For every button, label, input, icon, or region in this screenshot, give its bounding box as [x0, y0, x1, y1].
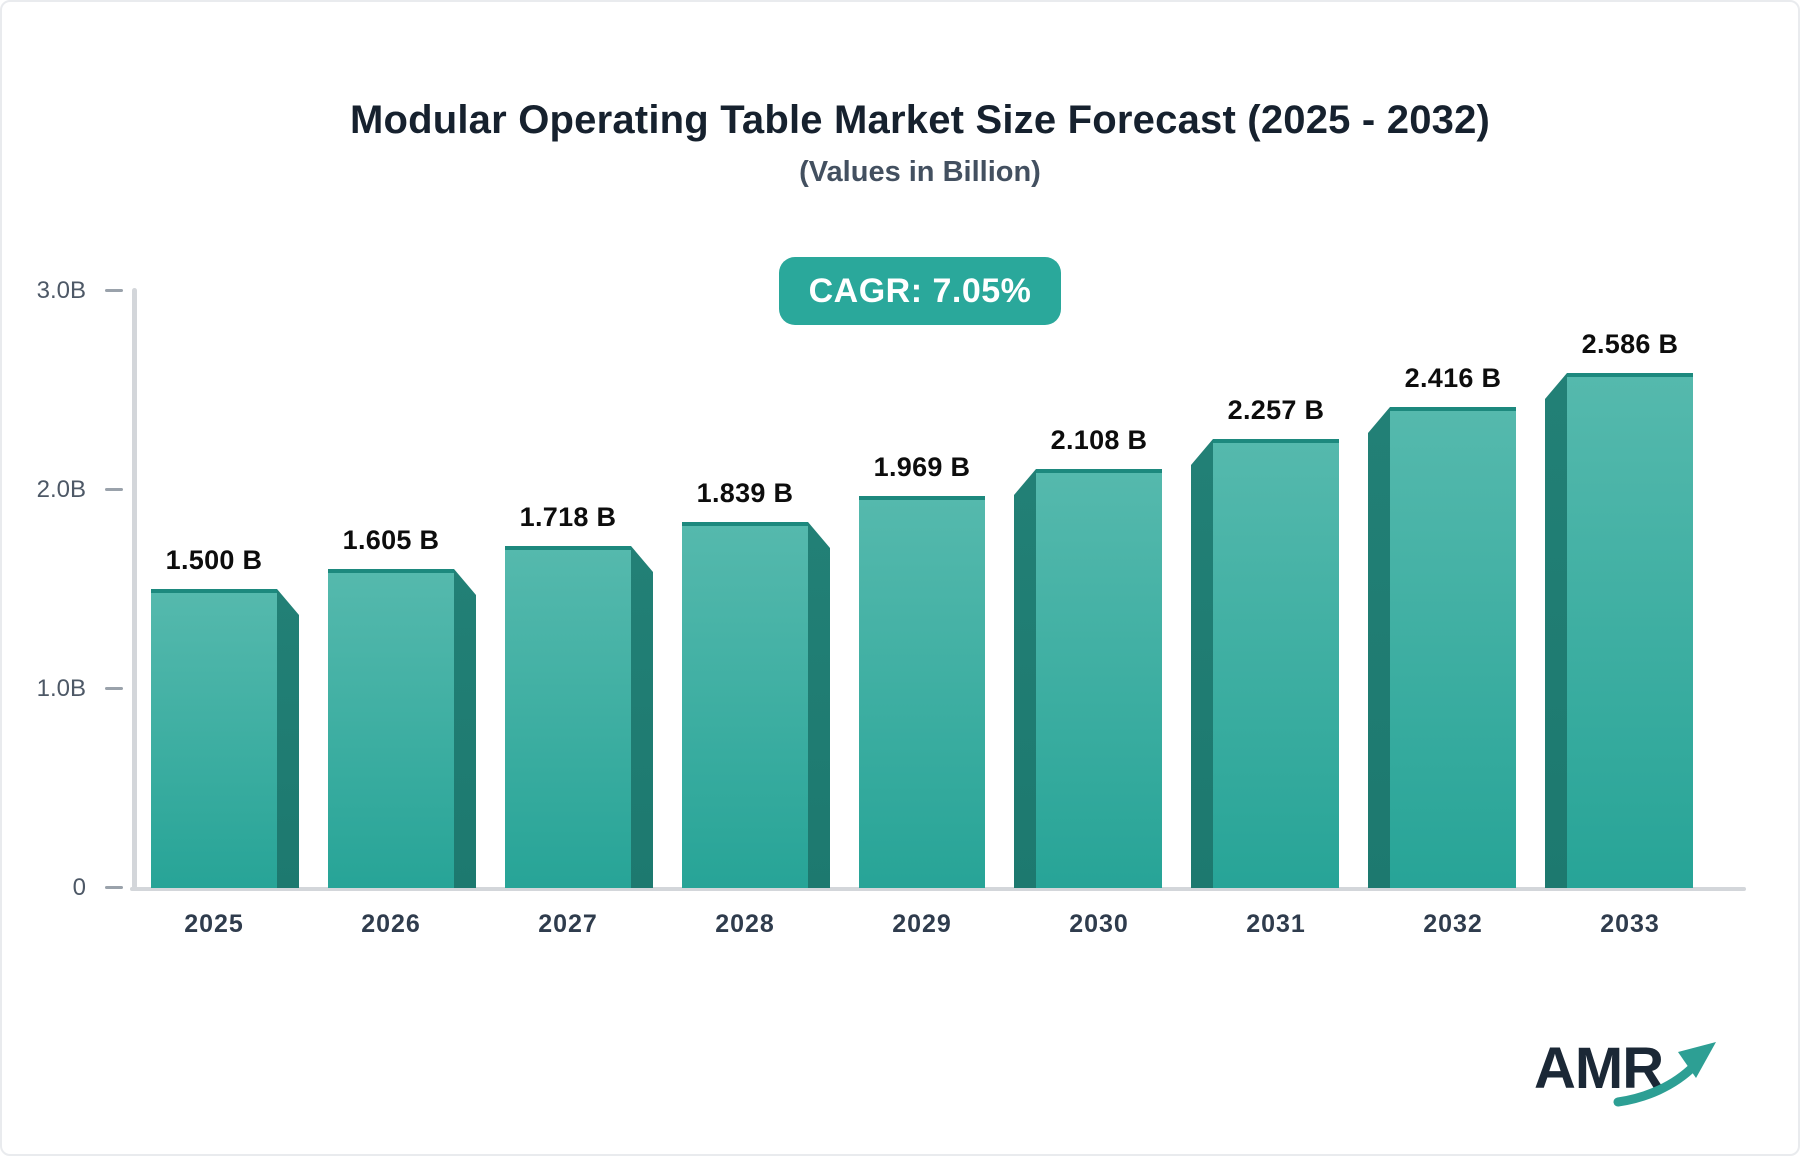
y-axis-line	[132, 288, 137, 889]
chart-subtitle: (Values in Billion)	[799, 156, 1041, 188]
bar-value-label-2033: 2.586 B	[1581, 329, 1679, 359]
y-tick-label-2.0B: 2.0B	[36, 476, 86, 503]
logo-growth-arrow-icon	[1613, 1042, 1716, 1107]
y-tick-mark-1.0B	[105, 687, 123, 690]
cagr-badge: CAGR: 7.05%	[778, 257, 1062, 325]
bar-2026	[328, 569, 454, 888]
y-tick-label-1.0B: 1.0B	[36, 675, 86, 702]
cagr-badge-row: CAGR: 7.05%	[42, 257, 1798, 325]
bar-value-label-2027: 1.718 B	[519, 502, 617, 532]
amr-logo: AMR	[1534, 1038, 1774, 1128]
bar-value-label-2031: 2.257 B	[1227, 395, 1325, 425]
y-tick-mark-0	[105, 886, 123, 889]
bar-2027	[505, 546, 631, 888]
bar-side-2025	[277, 589, 299, 888]
bar-value-label-2032: 2.416 B	[1404, 363, 1502, 393]
x-axis-label-2029: 2029	[892, 910, 952, 938]
amr-logo-text: AMR	[1534, 1036, 1664, 1101]
bar-side-2028	[808, 522, 830, 888]
x-axis-label-2026: 2026	[361, 910, 421, 938]
x-axis-label-2030: 2030	[1069, 910, 1129, 938]
bar-side-2031	[1191, 439, 1213, 888]
bar-side-2027	[631, 546, 653, 888]
bar-2033	[1567, 373, 1693, 888]
bar-value-label-2030: 2.108 B	[1050, 425, 1148, 455]
x-axis-label-2033: 2033	[1600, 910, 1660, 938]
y-tick-mark-3.0B	[105, 289, 123, 292]
x-axis-label-2032: 2032	[1423, 910, 1483, 938]
bar-2030	[1036, 469, 1162, 888]
bar-value-label-2029: 1.969 B	[873, 452, 971, 482]
chart-title: Modular Operating Table Market Size Fore…	[349, 98, 1491, 142]
y-tick-label-3.0B: 3.0B	[36, 277, 86, 304]
bar-value-label-2025: 1.500 B	[165, 545, 263, 575]
bar-side-2033	[1545, 373, 1567, 888]
y-tick-label-0: 0	[72, 874, 86, 901]
bar-2029	[859, 496, 985, 888]
bar-value-label-2028: 1.839 B	[696, 478, 794, 508]
bar-side-2030	[1014, 469, 1036, 888]
y-tick-mark-2.0B	[105, 488, 123, 491]
x-axis-label-2028: 2028	[715, 910, 775, 938]
bar-2028	[682, 522, 808, 888]
bar-2031	[1213, 439, 1339, 888]
x-axis-label-2027: 2027	[538, 910, 598, 938]
bar-value-label-2026: 1.605 B	[342, 525, 440, 555]
x-axis-label-2025: 2025	[184, 910, 244, 938]
x-axis-baseline	[130, 887, 1746, 891]
bar-2025	[151, 589, 277, 888]
bar-2032	[1390, 407, 1516, 888]
bar-side-2026	[454, 569, 476, 888]
x-axis-label-2031: 2031	[1246, 910, 1306, 938]
bar-side-2032	[1368, 407, 1390, 888]
